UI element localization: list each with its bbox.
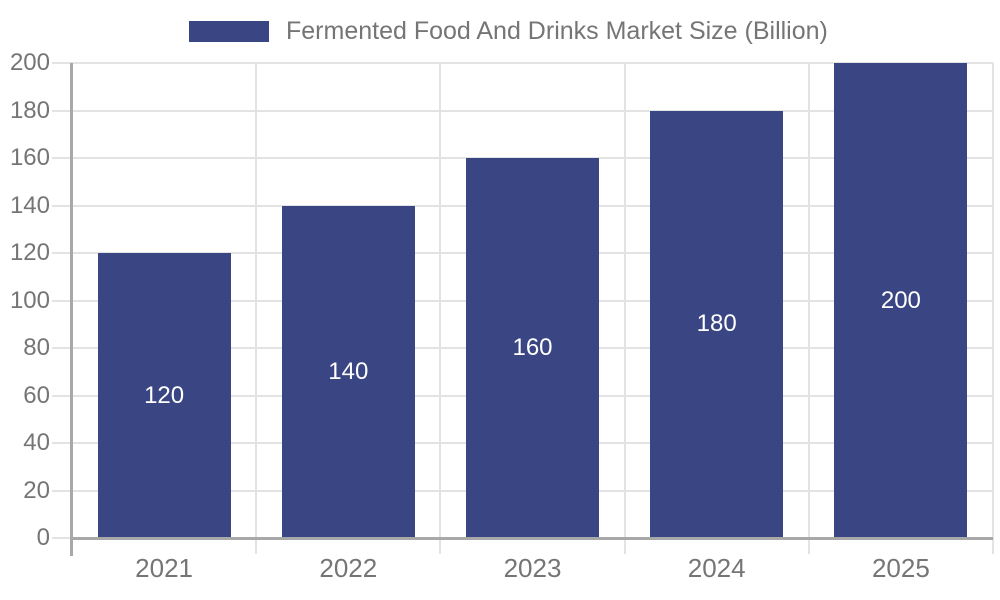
y-tick-20 <box>52 489 72 492</box>
x-axis-label-2024: 2024 <box>687 553 746 583</box>
x-axis-line <box>70 537 993 540</box>
legend-label: Fermented Food And Drinks Market Size (B… <box>286 17 828 45</box>
gridline-x-1 <box>255 63 258 538</box>
legend-swatch <box>189 20 269 42</box>
y-axis-label-100: 100 <box>9 286 50 314</box>
gridline-y-200 <box>72 62 993 64</box>
y-tick-180 <box>52 109 72 112</box>
x-tick-2 <box>439 538 442 554</box>
x-tick-4 <box>807 538 810 554</box>
gridline-x-3 <box>623 63 626 538</box>
gridline-x-2 <box>439 63 442 538</box>
y-axis-label-40: 40 <box>23 429 50 456</box>
y-tick-60 <box>52 394 72 397</box>
y-axis-label-200: 200 <box>9 49 50 76</box>
gridline-x-4 <box>807 63 810 538</box>
y-tick-100 <box>52 299 72 302</box>
bar-2025[interactable] <box>834 63 968 538</box>
gridline-x-5 <box>992 63 994 538</box>
y-axis-label-180: 180 <box>9 96 50 124</box>
y-axis-label-120: 120 <box>9 239 50 266</box>
gridline-y-180 <box>72 109 993 112</box>
x-axis-label-2022: 2022 <box>319 553 378 583</box>
y-axis-label-0: 0 <box>36 524 50 551</box>
y-axis-label-140: 140 <box>9 191 50 219</box>
y-axis-label-60: 60 <box>23 381 50 409</box>
y-tick-0 <box>52 537 72 539</box>
bar-2024[interactable] <box>650 110 784 538</box>
bar-2023[interactable] <box>466 158 599 538</box>
x-tick-5 <box>992 538 994 554</box>
y-tick-160 <box>52 157 72 159</box>
x-axis-label-2023: 2023 <box>503 553 562 583</box>
x-tick-3 <box>623 538 626 554</box>
y-axis-label-20: 20 <box>23 476 50 504</box>
x-axis-label-2025: 2025 <box>871 553 930 583</box>
y-tick-40 <box>52 442 72 444</box>
bar-2022[interactable] <box>281 205 415 538</box>
y-axis-line <box>70 63 73 556</box>
x-tick-1 <box>255 538 258 554</box>
y-tick-200 <box>52 62 72 64</box>
y-axis-label-80: 80 <box>23 334 50 361</box>
y-axis-label-160: 160 <box>9 144 50 171</box>
x-axis-label-2021: 2021 <box>135 553 194 583</box>
y-tick-120 <box>52 252 72 254</box>
y-tick-80 <box>52 347 72 349</box>
legend-item[interactable]: Fermented Food And Drinks Market Size (B… <box>189 16 828 46</box>
y-tick-140 <box>52 204 72 207</box>
bar-2021[interactable] <box>97 253 231 538</box>
